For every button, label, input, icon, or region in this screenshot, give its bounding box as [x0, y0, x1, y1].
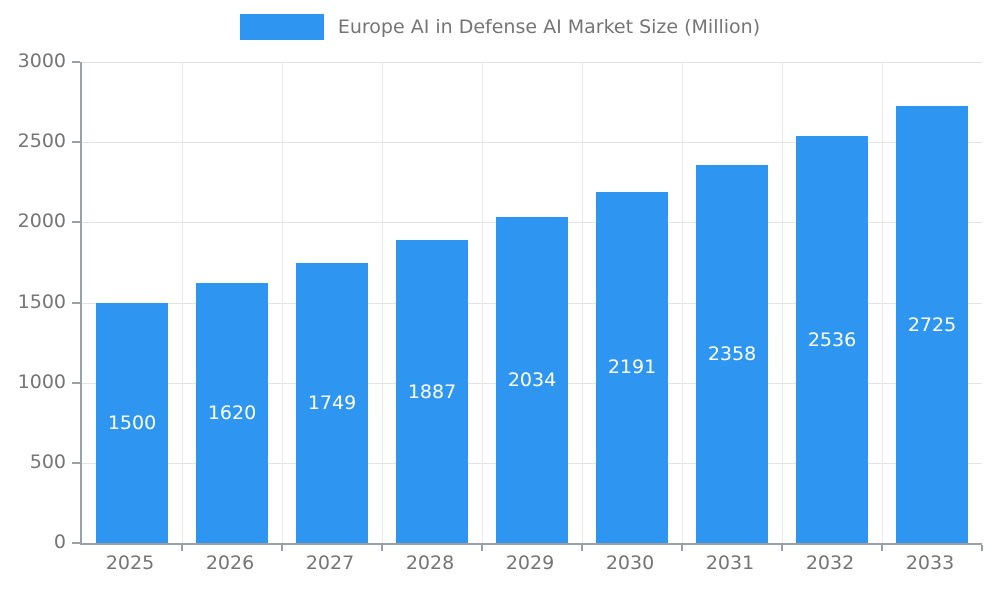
bar-2026[interactable]: 1620 [196, 283, 268, 543]
bar-value-label: 2034 [507, 368, 557, 391]
x-axis-tick [281, 545, 283, 551]
bar-value-label: 2358 [707, 342, 757, 365]
x-axis-tick-label: 2028 [405, 552, 455, 574]
y-axis-tick-label: 2500 [17, 130, 66, 153]
bar-2025[interactable]: 1500 [96, 302, 168, 543]
bar-value-label: 2725 [907, 313, 957, 336]
x-axis-tick [781, 545, 783, 551]
bar-value-label: 1620 [207, 402, 257, 425]
y-axis-tick [72, 141, 80, 144]
x-axis-tick [881, 545, 883, 551]
chart-title: Europe AI in Defense AI Market Size (Mil… [337, 16, 761, 38]
gridline-vertical [681, 62, 683, 543]
x-axis-tick [381, 545, 383, 551]
bar-2027[interactable]: 1749 [296, 262, 368, 543]
x-axis-tick [681, 545, 683, 551]
x-axis-tick-label: 2029 [505, 552, 555, 574]
bar-2030[interactable]: 2191 [596, 191, 668, 543]
bar-2032[interactable]: 2536 [796, 136, 868, 543]
bar-value-label: 1500 [107, 411, 157, 434]
y-axis-tick-label: 1000 [17, 370, 66, 393]
y-axis-tick-label: 3000 [17, 50, 66, 72]
x-axis-tick-label: 2033 [905, 552, 955, 574]
gridline-vertical [881, 62, 883, 543]
bar-value-label: 2191 [607, 356, 657, 379]
gridline-vertical [281, 62, 283, 543]
gridline-vertical [581, 62, 583, 543]
gridline-vertical [181, 62, 183, 543]
chart-legend[interactable]: Europe AI in Defense AI Market Size (Mil… [0, 14, 1000, 40]
gridline-horizontal [82, 62, 982, 63]
bar-2031[interactable]: 2358 [696, 164, 768, 543]
y-axis-tick-label: 2000 [17, 210, 66, 233]
x-axis-tick-label: 2026 [205, 552, 255, 574]
y-axis-tick [72, 301, 80, 304]
x-axis-tick [181, 545, 183, 551]
plot-area: 1500 1620 1749 1887 2034 2191 2358 2536 2725 [72, 61, 983, 551]
bar-2033[interactable]: 2725 [896, 106, 968, 543]
y-axis-tick [72, 542, 80, 544]
gridline-vertical [481, 62, 483, 543]
x-axis-tick-label: 2032 [805, 552, 855, 574]
y-axis-tick [72, 61, 80, 63]
x-axis-tick [581, 545, 583, 551]
y-axis-tick [72, 461, 80, 464]
x-axis-tick-label: 2025 [105, 552, 155, 574]
y-axis-tick-label: 0 [53, 531, 66, 553]
gridline-vertical [381, 62, 383, 543]
legend-swatch [239, 14, 324, 40]
x-axis-tick-label: 2031 [705, 552, 755, 574]
gridline-horizontal [82, 142, 982, 144]
bar-value-label: 1887 [407, 380, 457, 403]
y-axis-tick [72, 381, 80, 384]
bar-value-label: 2536 [807, 328, 857, 351]
bar-2029[interactable]: 2034 [496, 216, 568, 543]
y-axis-tick-label: 500 [29, 450, 66, 473]
x-axis-tick-label: 2030 [605, 552, 655, 574]
bar-2028[interactable]: 1887 [396, 240, 468, 543]
bar-value-label: 1749 [307, 391, 357, 414]
x-axis-tick [981, 545, 983, 551]
gridline-vertical [781, 62, 783, 543]
y-axis-tick-label: 1500 [17, 290, 66, 313]
x-axis-tick-label: 2027 [305, 552, 355, 574]
x-axis-tick [481, 545, 483, 551]
y-axis-tick [72, 221, 80, 224]
